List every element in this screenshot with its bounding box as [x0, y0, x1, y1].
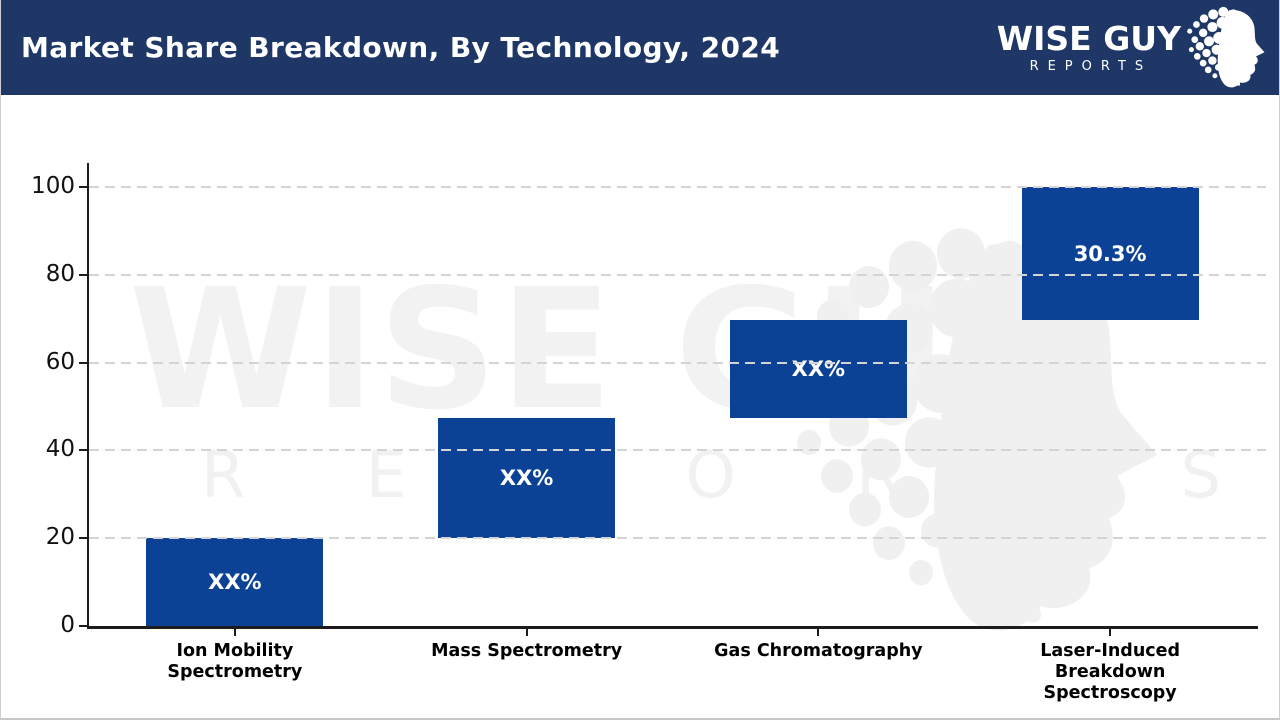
y-axis-tick-label: 40: [45, 436, 75, 463]
bar-gas-chromatography: XX%: [729, 320, 907, 418]
x-axis-label-line: Spectroscopy: [1043, 683, 1177, 703]
gridline: [89, 537, 1266, 540]
x-axis-label-line: Ion Mobility: [176, 641, 294, 661]
face-logo-icon: [1187, 6, 1265, 87]
y-axis-line: [87, 163, 89, 628]
x-axis-line: [87, 626, 1258, 629]
x-axis-label-line: Spectrometry: [167, 662, 303, 682]
bar-mass-spectrometry: XX%: [438, 417, 616, 539]
header-bar: Market Share Breakdown, By Technology, 2…: [1, 0, 1279, 95]
y-axis-tick-label: 80: [45, 260, 75, 287]
x-axis-label-line: Laser-Induced: [1040, 641, 1181, 661]
gridline: [89, 361, 1266, 364]
x-axis-tick: [817, 629, 820, 636]
y-axis-tick: [79, 273, 87, 276]
gridline: [89, 449, 1266, 452]
y-axis-tick: [79, 449, 87, 452]
x-axis-label: Laser-Induced Breakdown Spectroscopy: [995, 641, 1225, 704]
x-axis-label-line: Mass Spectrometry: [431, 641, 623, 661]
y-axis-tick-label: 60: [45, 348, 75, 375]
y-axis-tick-label: 100: [31, 173, 75, 200]
page-title: Market Share Breakdown, By Technology, 2…: [21, 31, 781, 64]
x-axis-label-line: Gas Chromatography: [714, 641, 923, 661]
y-axis-tick: [79, 186, 87, 189]
x-axis-tick: [1109, 629, 1112, 636]
gridline: [89, 273, 1266, 276]
bar-value-label: XX%: [791, 356, 846, 381]
bar-value-label: 30.3%: [1073, 241, 1147, 266]
brand-logo: WISE GUY REPORTS: [997, 6, 1267, 90]
brand-name: WISE GUY: [996, 18, 1181, 58]
gridline: [89, 186, 1266, 189]
x-axis-tick: [525, 629, 528, 636]
x-axis-label: Gas Chromatography: [703, 641, 933, 662]
y-axis-tick: [79, 361, 87, 364]
x-axis-label-line: Breakdown: [1054, 662, 1166, 682]
x-axis-label: Mass Spectrometry: [412, 641, 642, 662]
y-axis-tick: [79, 537, 87, 540]
brand-tagline: REPORTS: [1029, 58, 1153, 74]
y-axis-tick-label: 0: [60, 612, 75, 638]
x-axis-label: Ion Mobility Spectrometry: [120, 641, 350, 683]
bar-ion-mobility-spectrometry: XX%: [146, 538, 324, 626]
bar-value-label: XX%: [499, 465, 554, 490]
x-axis-tick: [233, 629, 236, 636]
y-axis-tick: [79, 625, 87, 627]
brand-text: WISE GUY REPORTS: [997, 22, 1181, 74]
bar-laser-induced-breakdown-spectroscopy: 30.3%: [1021, 187, 1199, 321]
bar-value-label: XX%: [208, 570, 262, 595]
y-axis-tick-label: 20: [45, 524, 75, 551]
